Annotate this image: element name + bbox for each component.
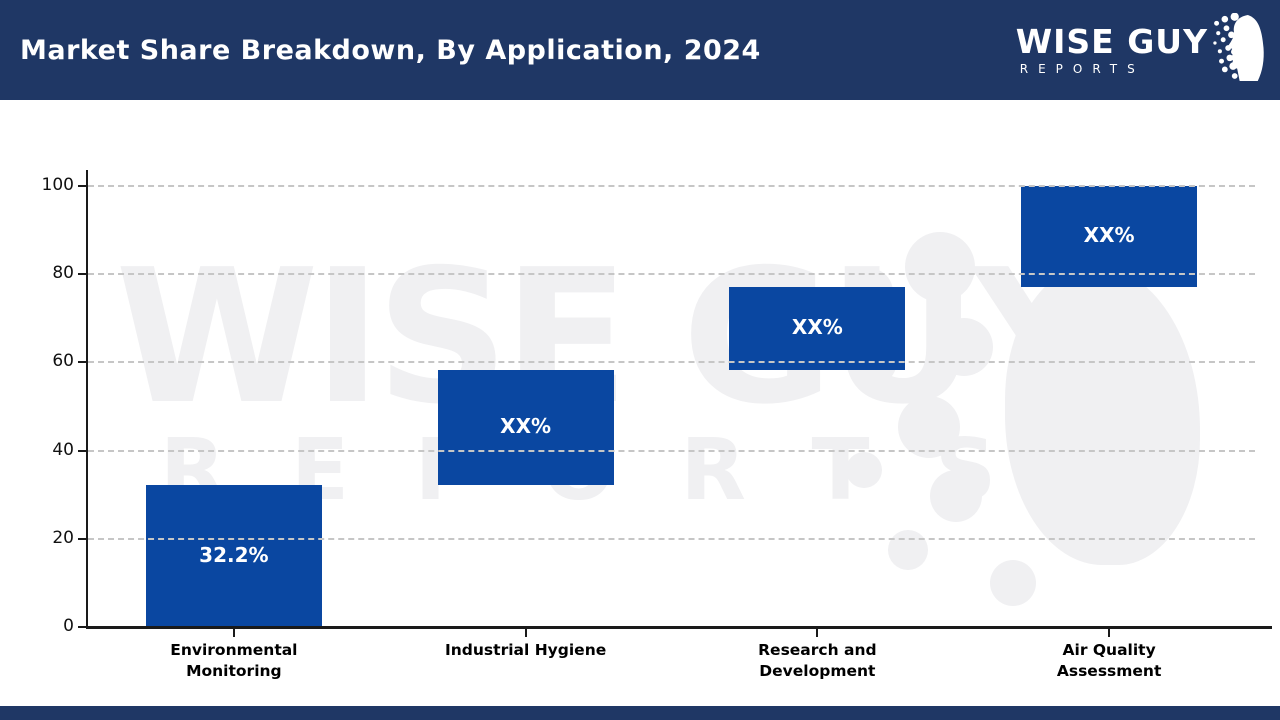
x-axis-line <box>86 626 1272 629</box>
watermark-face-blob <box>1005 265 1200 565</box>
y-axis-tick <box>78 449 87 452</box>
watermark-dot <box>930 470 982 522</box>
y-axis-tick <box>78 537 87 540</box>
waterfall-bar-segment <box>145 484 322 627</box>
gridline <box>88 185 1255 187</box>
x-axis-tick <box>524 629 527 637</box>
gridline <box>88 273 1255 276</box>
y-axis-tick <box>78 626 87 628</box>
footer-bar <box>0 706 1280 720</box>
x-axis-category-label: Air Quality Assessment <box>1056 641 1162 680</box>
y-axis-tick-label: 0 <box>63 616 74 636</box>
x-axis-tick <box>1108 629 1111 637</box>
y-axis-tick <box>78 185 87 187</box>
header-bar: Market Share Breakdown, By Application, … <box>0 0 1280 100</box>
y-axis-tick <box>78 273 87 276</box>
y-axis-tick-label: 20 <box>52 527 74 548</box>
watermark-dot <box>990 560 1036 606</box>
watermark-dot <box>888 530 928 570</box>
gridline <box>88 449 1255 452</box>
y-axis-tick-label: 80 <box>52 263 74 284</box>
gridline <box>88 361 1255 364</box>
brand-logo: WISE GUY REPORTS <box>1016 12 1266 87</box>
waterfall-bar-segment <box>729 286 906 370</box>
y-axis-tick-label: 60 <box>52 351 74 372</box>
bar-value-label: XX% <box>791 315 843 340</box>
y-axis-line <box>86 170 88 627</box>
y-axis-tick-label: 100 <box>41 175 74 195</box>
waterfall-bar-segment <box>1021 186 1198 287</box>
y-axis-tick <box>78 361 87 364</box>
page-title: Market Share Breakdown, By Application, … <box>20 34 761 66</box>
gridline <box>88 537 1255 540</box>
x-axis-category-label: Industrial Hygiene <box>445 641 607 659</box>
waterfall-bar-segment <box>437 369 614 485</box>
x-axis-tick <box>232 629 235 637</box>
x-axis-category-label: Environmental Monitoring <box>170 641 298 680</box>
brand-logo-line1: WISE GUY <box>1015 21 1208 61</box>
x-axis-tick <box>816 629 819 637</box>
watermark-dot <box>935 318 993 376</box>
bar-value-label: 32.2% <box>199 542 269 567</box>
brand-logo-text: WISE GUY REPORTS <box>1016 25 1208 76</box>
watermark-dot <box>905 232 975 302</box>
x-axis-category-label: Research and Development <box>758 641 877 680</box>
brand-logo-line2: REPORTS <box>1019 61 1145 76</box>
bar-value-label: XX% <box>1083 223 1135 248</box>
bar-value-label: XX% <box>500 414 552 439</box>
y-axis-tick-label: 40 <box>52 439 74 460</box>
watermark-dot <box>898 396 960 458</box>
watermark-dot <box>846 452 882 488</box>
face-profile-icon <box>1210 12 1266 87</box>
